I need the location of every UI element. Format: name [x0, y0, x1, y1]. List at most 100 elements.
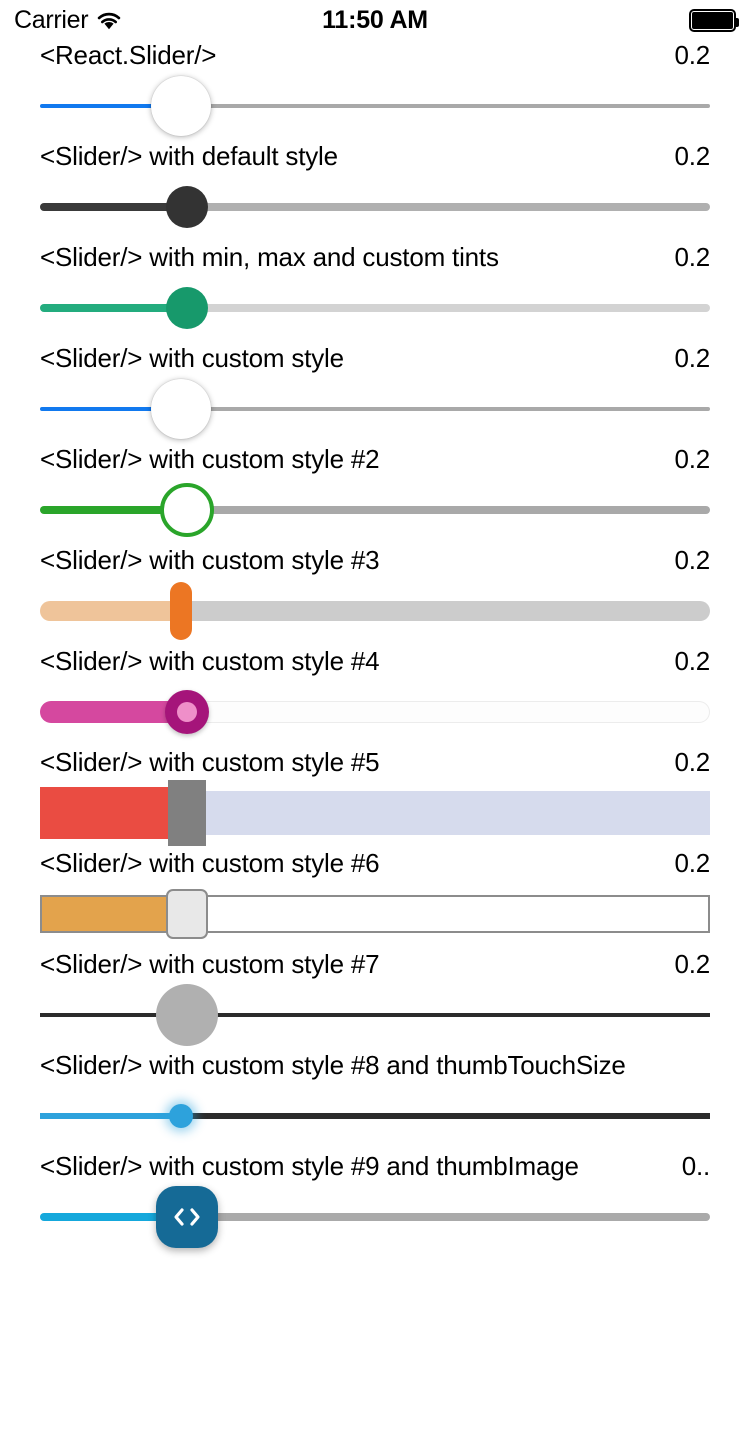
- battery-fill: [692, 11, 733, 29]
- slider-label: <Slider/> with custom style #6: [40, 848, 380, 878]
- slider-thumb[interactable]: [166, 287, 209, 329]
- slider-value: 0.2: [674, 343, 710, 373]
- slider-thumb[interactable]: [166, 889, 209, 939]
- slider-thumb[interactable]: [168, 780, 207, 846]
- slider-minimum-track: [40, 1113, 181, 1119]
- slider-maximum-track: [187, 304, 710, 312]
- slider-row-header: <Slider/> with custom style #7 0.2: [40, 949, 710, 980]
- slider-maximum-track: [180, 407, 710, 411]
- slider-thumb[interactable]: [150, 379, 211, 439]
- slider-maximum-track: [180, 601, 710, 621]
- slider-maximum-track: [187, 701, 710, 723]
- slider-control[interactable]: [40, 475, 710, 545]
- slider-value: 0.2: [674, 747, 710, 777]
- slider-thumb[interactable]: [166, 186, 209, 228]
- slider-maximum-track: [187, 1013, 710, 1017]
- slider-maximum-track: [180, 1113, 710, 1119]
- slider-row-header: <Slider/> with custom style #5 0.2: [40, 747, 710, 778]
- wifi-icon: [96, 11, 122, 30]
- slider-row: <Slider/> with custom style #8 and thumb…: [0, 1050, 750, 1151]
- slider-minimum-track: [40, 701, 188, 723]
- slider-minimum-track: [40, 304, 188, 312]
- slider-thumb[interactable]: [165, 690, 210, 734]
- slider-maximum-track: [180, 104, 710, 108]
- slider-thumb-image[interactable]: [156, 1186, 219, 1248]
- slider-label: <Slider/> with custom style #8 and thumb…: [40, 1050, 626, 1080]
- slider-row: <Slider/> with custom style #7 0.2: [0, 949, 750, 1050]
- carrier-label: Carrier: [14, 5, 89, 34]
- slider-value: 0.2: [674, 949, 710, 979]
- slider-row-header: <Slider/> with custom style #8 and thumb…: [40, 1050, 710, 1081]
- slider-row: <React.Slider/> 0.2: [0, 40, 750, 141]
- slider-control[interactable]: [40, 778, 710, 848]
- slider-control[interactable]: [40, 71, 710, 141]
- slider-row: <Slider/> with default style 0.2: [0, 141, 750, 242]
- slider-control[interactable]: [40, 1081, 710, 1151]
- slider-minimum-track: [40, 787, 188, 839]
- slider-control[interactable]: [40, 980, 710, 1050]
- slider-row-header: <React.Slider/> 0.2: [40, 40, 710, 71]
- slider-control[interactable]: [40, 576, 710, 646]
- slider-row: <Slider/> with custom style #2 0.2: [0, 444, 750, 545]
- slider-row: <Slider/> with min, max and custom tints…: [0, 242, 750, 343]
- slider-thumb[interactable]: [150, 76, 211, 136]
- slider-label: <Slider/> with custom style #7: [40, 949, 380, 979]
- slider-minimum-track: [40, 104, 181, 108]
- slider-row: <Slider/> with custom style 0.2: [0, 343, 750, 444]
- slider-label: <Slider/> with custom style #9 and thumb…: [40, 1151, 579, 1181]
- slider-row-header: <Slider/> with custom style 0.2: [40, 343, 710, 374]
- slider-row-header: <Slider/> with custom style #4 0.2: [40, 646, 710, 677]
- slider-row: <Slider/> with custom style #5 0.2: [0, 747, 750, 848]
- slider-control[interactable]: [40, 374, 710, 444]
- slider-label: <Slider/> with custom style #4: [40, 646, 380, 676]
- slider-label: <Slider/> with custom style #5: [40, 747, 380, 777]
- slider-row-header: <Slider/> with custom style #6 0.2: [40, 848, 710, 879]
- slider-value: 0.2: [674, 444, 710, 474]
- slider-minimum-track: [40, 1013, 188, 1017]
- slider-thumb[interactable]: [168, 1104, 193, 1128]
- slider-row-header: <Slider/> with custom style #3 0.2: [40, 545, 710, 576]
- slider-minimum-track: [40, 895, 188, 933]
- slider-maximum-track: [187, 203, 710, 211]
- slider-thumb[interactable]: [169, 582, 192, 640]
- status-bar: Carrier 11:50 AM: [0, 0, 750, 40]
- slider-row: <Slider/> with custom style #3 0.2: [0, 545, 750, 646]
- slider-label: <Slider/> with custom style #2: [40, 444, 380, 474]
- slider-value: 0.2: [674, 646, 710, 676]
- slider-value: 0.2: [674, 242, 710, 272]
- slider-row-header: <Slider/> with min, max and custom tints…: [40, 242, 710, 273]
- slider-label: <React.Slider/>: [40, 40, 217, 70]
- slider-value: 0.2: [674, 848, 710, 878]
- slider-control[interactable]: [40, 172, 710, 242]
- slider-minimum-track: [40, 601, 181, 621]
- slider-value: 0.2: [674, 545, 710, 575]
- slider-minimum-track: [40, 506, 188, 514]
- slider-control[interactable]: [40, 677, 710, 747]
- slider-value: 0..: [681, 1151, 710, 1181]
- slider-label: <Slider/> with custom style #3: [40, 545, 380, 575]
- slider-value: 0.2: [674, 40, 710, 70]
- slider-maximum-track: [187, 1213, 710, 1221]
- slider-row-header: <Slider/> with custom style #2 0.2: [40, 444, 710, 475]
- slider-thumb[interactable]: [156, 984, 219, 1046]
- slider-label: <Slider/> with custom style: [40, 343, 344, 373]
- slider-maximum-track: [187, 791, 710, 835]
- slider-minimum-track: [40, 203, 188, 211]
- status-bar-right: [689, 8, 739, 32]
- slider-thumb[interactable]: [160, 483, 215, 537]
- slider-control[interactable]: [40, 273, 710, 343]
- slider-maximum-track: [187, 895, 710, 933]
- chevron-left-right-icon: [174, 1208, 200, 1226]
- slider-control[interactable]: [40, 1182, 710, 1252]
- slider-label: <Slider/> with min, max and custom tints: [40, 242, 499, 272]
- status-bar-left: Carrier: [14, 6, 122, 35]
- slider-minimum-track: [40, 407, 181, 411]
- slider-row: <Slider/> with custom style #4 0.2: [0, 646, 750, 747]
- slider-row-header: <Slider/> with custom style #9 and thumb…: [40, 1151, 710, 1182]
- slider-control[interactable]: [40, 879, 710, 949]
- slider-row: <Slider/> with custom style #6 0.2: [0, 848, 750, 949]
- slider-list: <React.Slider/> 0.2 <Slider/> with default…: [0, 40, 750, 1252]
- slider-thumb-inner-dot: [177, 702, 198, 722]
- slider-maximum-track: [187, 506, 710, 514]
- slider-row: <Slider/> with custom style #9 and thumb…: [0, 1151, 750, 1252]
